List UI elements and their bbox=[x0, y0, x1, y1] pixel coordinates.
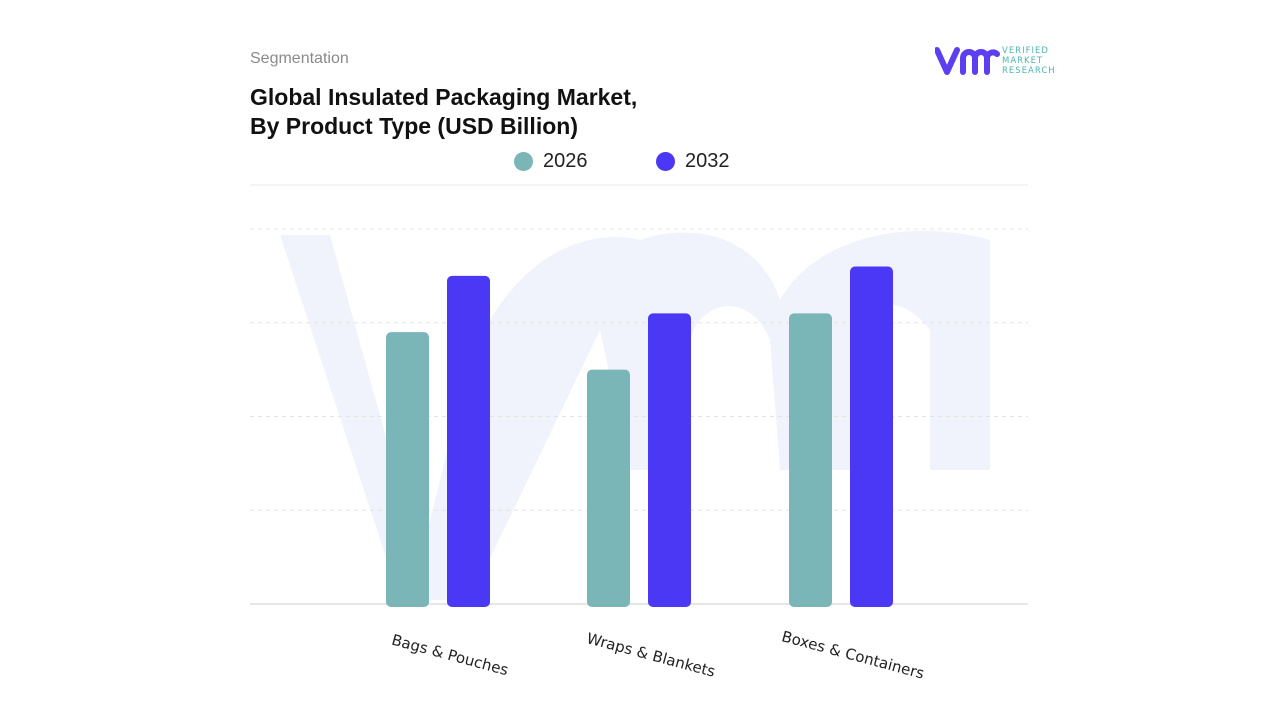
chart-title: Global Insulated Packaging Market, By Pr… bbox=[250, 83, 637, 141]
title-line-1: Global Insulated Packaging Market, bbox=[250, 84, 638, 110]
title-line-2: By Product Type (USD Billion) bbox=[250, 113, 578, 139]
vmr-logo: VERIFIED MARKET RESEARCH bbox=[935, 46, 1056, 76]
svg-text:VERIFIED: VERIFIED bbox=[1002, 46, 1049, 56]
bar-2026-3 bbox=[789, 313, 832, 607]
bar-2032-1 bbox=[447, 275, 490, 607]
x-tick-label: Bags & Pouches bbox=[390, 631, 511, 680]
svg-text:RESEARCH: RESEARCH bbox=[1002, 66, 1056, 76]
legend-item-2026[interactable]: 2026 bbox=[514, 150, 588, 173]
bar-2026-1 bbox=[386, 332, 429, 607]
x-tick-label: Boxes & Containers bbox=[780, 627, 927, 682]
bar-2032-3 bbox=[850, 266, 893, 607]
legend: 2026 2032 bbox=[0, 150, 1280, 176]
section-label: Segmentation bbox=[250, 50, 349, 67]
legend-label: 2032 bbox=[685, 150, 730, 172]
legend-swatch-2026 bbox=[514, 152, 533, 171]
svg-text:MARKET: MARKET bbox=[1002, 56, 1043, 66]
x-tick-label: Wraps & Blankets bbox=[585, 629, 718, 681]
bar-2032-2 bbox=[648, 313, 691, 607]
legend-swatch-2032 bbox=[656, 152, 675, 171]
bar-2026-2 bbox=[587, 369, 630, 607]
legend-item-2032[interactable]: 2032 bbox=[656, 150, 730, 173]
legend-label: 2026 bbox=[543, 150, 588, 172]
